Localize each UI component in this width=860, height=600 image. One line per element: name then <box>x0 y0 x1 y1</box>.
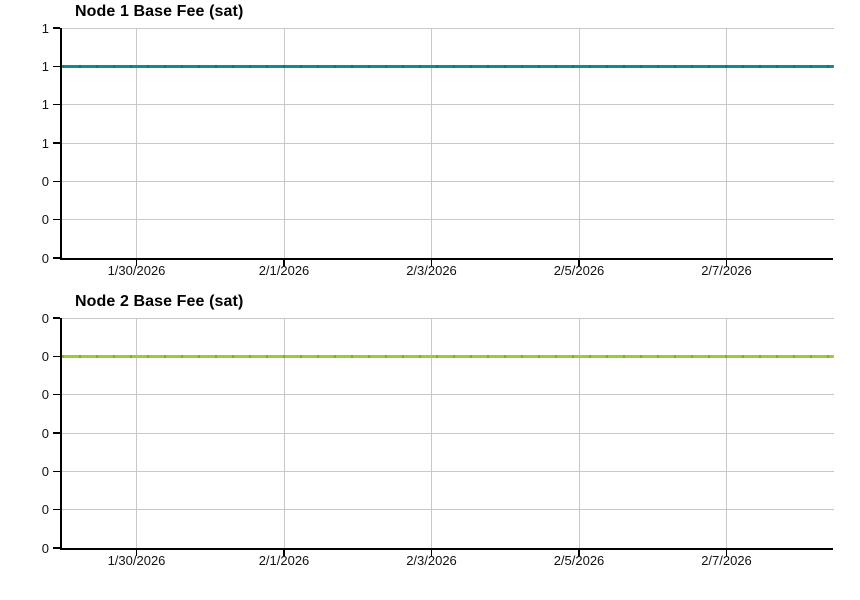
x-axis-label: 2/5/2026 <box>553 553 605 568</box>
series-line-node1-base-fee <box>62 65 834 68</box>
y-axis-label: 0 <box>41 502 49 518</box>
x-tick <box>578 260 580 266</box>
h-gridline <box>62 142 834 144</box>
series-line-node2-base-fee <box>62 355 834 358</box>
v-gridline <box>283 28 285 258</box>
h-gridline <box>62 219 834 221</box>
x-axis-label: 2/1/2026 <box>258 553 310 568</box>
y-tick <box>53 142 60 144</box>
x-axis-label: 2/7/2026 <box>701 263 752 278</box>
x-axis-line <box>60 548 834 550</box>
v-gridline <box>431 318 432 548</box>
chart-title: Node 2 Base Fee (sat) <box>75 293 244 310</box>
y-tick <box>53 103 60 106</box>
y-tick <box>53 27 60 29</box>
x-axis-label: 2/3/2026 <box>406 263 457 278</box>
y-tick <box>53 355 60 358</box>
h-gridline <box>62 432 834 434</box>
h-gridline <box>62 317 834 319</box>
chart-title: Node 1 Base Fee (sat) <box>75 3 244 20</box>
y-axis-label: 0 <box>41 212 49 228</box>
y-axis-label: 0 <box>41 463 49 479</box>
x-axis-label: 2/1/2026 <box>258 263 310 278</box>
y-axis-label: 1 <box>41 135 49 151</box>
h-gridline <box>62 104 834 106</box>
h-gridline <box>62 470 834 472</box>
x-axis-label: 1/30/2026 <box>107 553 166 568</box>
y-axis-label: 0 <box>41 348 49 364</box>
y-axis-label: 0 <box>41 387 49 403</box>
y-tick <box>53 218 60 221</box>
chart-node1-base-fee: Node 1 Base Fee (sat) 1 1 1 1 0 0 0 1/30/2026 2/1… <box>0 0 860 290</box>
y-tick <box>53 470 60 473</box>
y-tick <box>53 317 60 319</box>
h-gridline <box>62 394 834 396</box>
v-gridline <box>136 318 137 548</box>
y-axis-label: 1 <box>41 20 49 36</box>
y-tick <box>53 393 60 396</box>
x-tick <box>430 550 433 556</box>
x-axis-label: 1/30/2026 <box>107 263 166 278</box>
y-axis-label: 0 <box>41 310 49 326</box>
v-gridline <box>578 318 580 548</box>
v-gridline <box>726 318 727 548</box>
v-gridline <box>283 318 285 548</box>
h-gridline <box>62 180 834 182</box>
x-axis-label: 2/7/2026 <box>701 553 752 568</box>
v-gridline <box>431 28 432 258</box>
x-tick <box>430 260 433 266</box>
y-tick <box>53 547 60 549</box>
x-tick <box>283 550 285 556</box>
y-axis-label: 0 <box>41 540 49 556</box>
x-axis-label: 2/3/2026 <box>406 553 457 568</box>
h-gridline <box>62 27 834 29</box>
x-axis-label: 2/5/2026 <box>553 263 605 278</box>
y-tick <box>53 180 60 183</box>
x-tick <box>135 550 138 556</box>
y-tick <box>53 508 60 511</box>
v-gridline <box>578 28 580 258</box>
x-tick <box>578 550 580 556</box>
y-axis-label: 0 <box>41 425 49 441</box>
y-tick <box>53 65 60 68</box>
y-tick <box>53 257 60 259</box>
h-gridline <box>62 509 834 511</box>
y-axis-label: 0 <box>41 250 49 266</box>
x-tick <box>283 260 285 266</box>
y-tick <box>53 432 60 434</box>
y-axis-label: 0 <box>41 173 49 189</box>
x-axis-line <box>60 258 834 260</box>
y-axis-label: 1 <box>41 58 49 74</box>
y-axis-line <box>60 318 62 550</box>
v-gridline <box>726 28 727 258</box>
x-tick <box>135 260 138 266</box>
y-axis-line <box>60 28 62 260</box>
chart-node2-base-fee: Node 2 Base Fee (sat) 0 0 0 0 0 0 0 1/30/2026 2/1… <box>0 290 860 600</box>
x-tick <box>725 550 728 556</box>
v-gridline <box>136 28 137 258</box>
y-axis-label: 1 <box>41 97 49 113</box>
x-tick <box>725 260 728 266</box>
